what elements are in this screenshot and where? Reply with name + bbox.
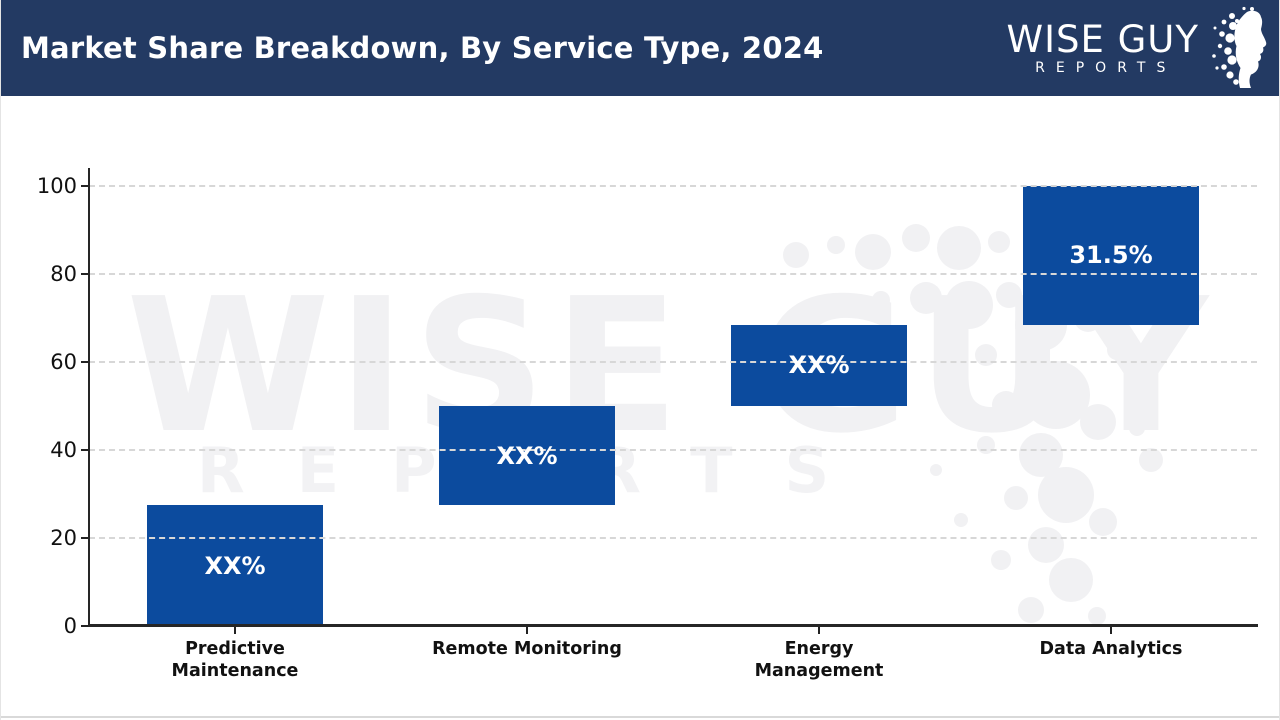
y-tick-label: 0 bbox=[63, 614, 77, 638]
y-tick-mark bbox=[81, 625, 89, 627]
x-category-label: Predictive Maintenance bbox=[171, 639, 299, 681]
x-category-label: Data Analytics bbox=[1039, 639, 1183, 659]
bar-predictive-maintenance bbox=[147, 505, 323, 626]
wiseguy-logo: WISE GUY REPORTS bbox=[1006, 6, 1279, 90]
y-tick-mark bbox=[81, 185, 89, 187]
gridline-60 bbox=[89, 361, 1257, 363]
x-tick-mark bbox=[526, 627, 528, 634]
x-tick-mark bbox=[1110, 627, 1112, 634]
y-axis-line bbox=[88, 168, 90, 627]
x-axis-line bbox=[88, 624, 1258, 627]
logo-face-icon bbox=[1212, 6, 1267, 88]
gridline-20 bbox=[89, 537, 1257, 539]
logo-wordmark-block: WISE GUY REPORTS bbox=[1006, 18, 1199, 77]
x-tick-mark bbox=[818, 627, 820, 634]
gridline-80 bbox=[89, 273, 1257, 275]
gridline-40 bbox=[89, 449, 1257, 451]
y-tick-label: 80 bbox=[50, 262, 77, 286]
y-tick-label: 60 bbox=[50, 350, 77, 374]
chart-title: Market Share Breakdown, By Service Type,… bbox=[21, 31, 824, 65]
x-category-label: Energy Management bbox=[754, 639, 884, 681]
bottom-border-line bbox=[1, 716, 1279, 718]
header-bar: Market Share Breakdown, By Service Type,… bbox=[1, 0, 1279, 96]
gridline-100 bbox=[89, 185, 1257, 187]
bar-value-label: XX% bbox=[788, 351, 850, 380]
bar-value-label: XX% bbox=[496, 441, 558, 470]
bar-remote-monitoring bbox=[439, 406, 615, 505]
y-tick-label: 20 bbox=[50, 526, 77, 550]
y-tick-mark bbox=[81, 361, 89, 363]
y-tick-mark bbox=[81, 449, 89, 451]
y-tick-mark bbox=[81, 273, 89, 275]
x-category-label: Remote Monitoring bbox=[432, 639, 622, 659]
logo-wordmark: WISE GUY bbox=[1006, 18, 1199, 61]
y-tick-label: 40 bbox=[50, 438, 77, 462]
bar-value-label: 31.5% bbox=[1069, 241, 1153, 270]
x-tick-mark bbox=[234, 627, 236, 634]
bar-value-label: XX% bbox=[204, 551, 266, 580]
bar-energy-management bbox=[731, 324, 907, 406]
bar-data-analytics bbox=[1023, 186, 1199, 325]
logo-subtitle: REPORTS bbox=[1035, 60, 1177, 76]
y-tick-mark bbox=[81, 537, 89, 539]
y-tick-label: 100 bbox=[36, 174, 77, 198]
